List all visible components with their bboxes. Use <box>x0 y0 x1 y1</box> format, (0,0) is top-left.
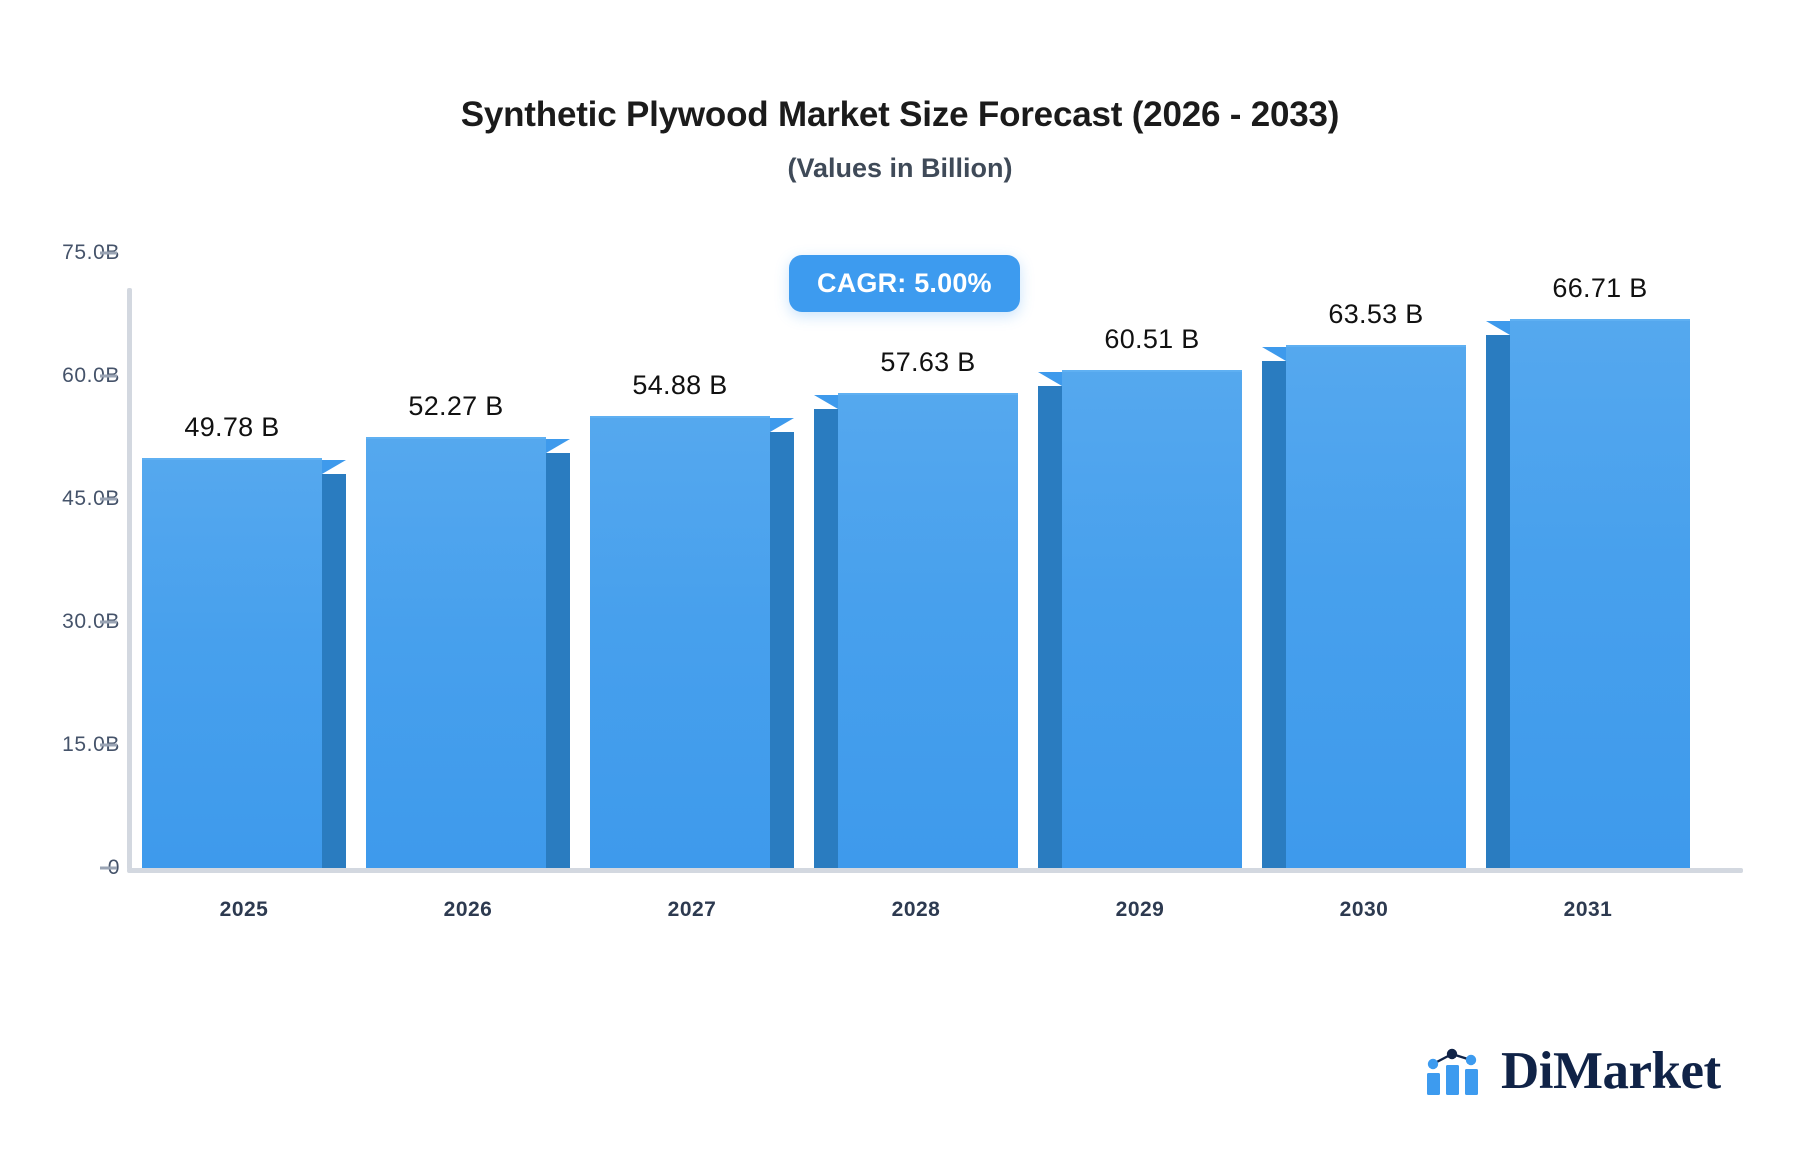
bar-front-face <box>142 457 322 868</box>
y-tick-mark <box>100 251 117 255</box>
bar-value-label: 54.88 B <box>632 369 728 400</box>
bar-side-face <box>1262 361 1286 868</box>
bar-2025[interactable] <box>142 457 346 868</box>
x-axis-line <box>127 868 1743 873</box>
y-tick-mark <box>100 620 117 624</box>
brand-logo: DiMarket <box>1425 1045 1721 1098</box>
bar-front-face <box>1286 345 1466 868</box>
bar-top-bevel <box>1262 347 1286 362</box>
bar-side-face <box>1486 334 1510 868</box>
x-tick-label: 2029 <box>1115 898 1165 921</box>
y-tick-mark <box>100 743 117 747</box>
bar-chart-icon <box>1427 1048 1478 1095</box>
bar-value-label: 63.53 B <box>1328 299 1424 330</box>
bar-2027[interactable] <box>590 415 794 868</box>
bar-front-face <box>366 437 546 868</box>
y-tick-label: 15.0B <box>62 733 120 756</box>
y-tick-mark <box>100 866 117 870</box>
bar-2029[interactable] <box>1038 369 1242 868</box>
bar-front-face <box>838 393 1018 868</box>
bar-front-face <box>1062 369 1242 868</box>
bar-side-face <box>322 473 346 868</box>
bar-top-bevel <box>770 417 794 432</box>
bar-value-label: 66.71 B <box>1552 272 1648 303</box>
bar-front-face <box>590 415 770 868</box>
bar-side-face <box>814 409 838 868</box>
y-tick-label: 60.0B <box>62 364 120 387</box>
x-tick-label: 2028 <box>891 898 941 921</box>
x-tick-label: 2031 <box>1563 898 1613 921</box>
bar-top-bevel <box>1038 371 1062 386</box>
bar-top-bevel <box>814 395 838 410</box>
bar-2028[interactable] <box>814 393 1018 868</box>
bar-top-bevel <box>1486 320 1510 335</box>
bar-top-bevel <box>322 459 346 474</box>
bar-side-face <box>1038 385 1062 868</box>
bar-value-label: 49.78 B <box>184 411 280 442</box>
bar-2031[interactable] <box>1486 318 1690 868</box>
y-tick-label: 45.0B <box>62 487 120 510</box>
bar-2026[interactable] <box>366 437 570 868</box>
logo-text: DiMarket <box>1501 1042 1721 1100</box>
bar-side-face <box>770 431 794 868</box>
bar-front-face <box>1510 318 1690 868</box>
y-axis-line <box>127 288 132 870</box>
bar-value-label: 60.51 B <box>1104 323 1200 354</box>
x-tick-label: 2025 <box>219 898 269 921</box>
bar-value-label: 57.63 B <box>880 347 976 378</box>
x-tick-label: 2026 <box>443 898 493 921</box>
cagr-badge: CAGR: 5.00% <box>789 255 1020 312</box>
y-tick-label: 75.0B <box>62 241 120 264</box>
bar-side-face <box>546 453 570 868</box>
x-tick-label: 2030 <box>1339 898 1389 921</box>
bar-2030[interactable] <box>1262 345 1466 868</box>
y-tick-mark <box>100 374 117 378</box>
y-tick-mark <box>100 497 117 501</box>
x-tick-label: 2027 <box>667 898 717 921</box>
y-tick-label: 30.0B <box>62 610 120 633</box>
bar-top-bevel <box>546 439 570 454</box>
bar-value-label: 52.27 B <box>408 391 504 422</box>
